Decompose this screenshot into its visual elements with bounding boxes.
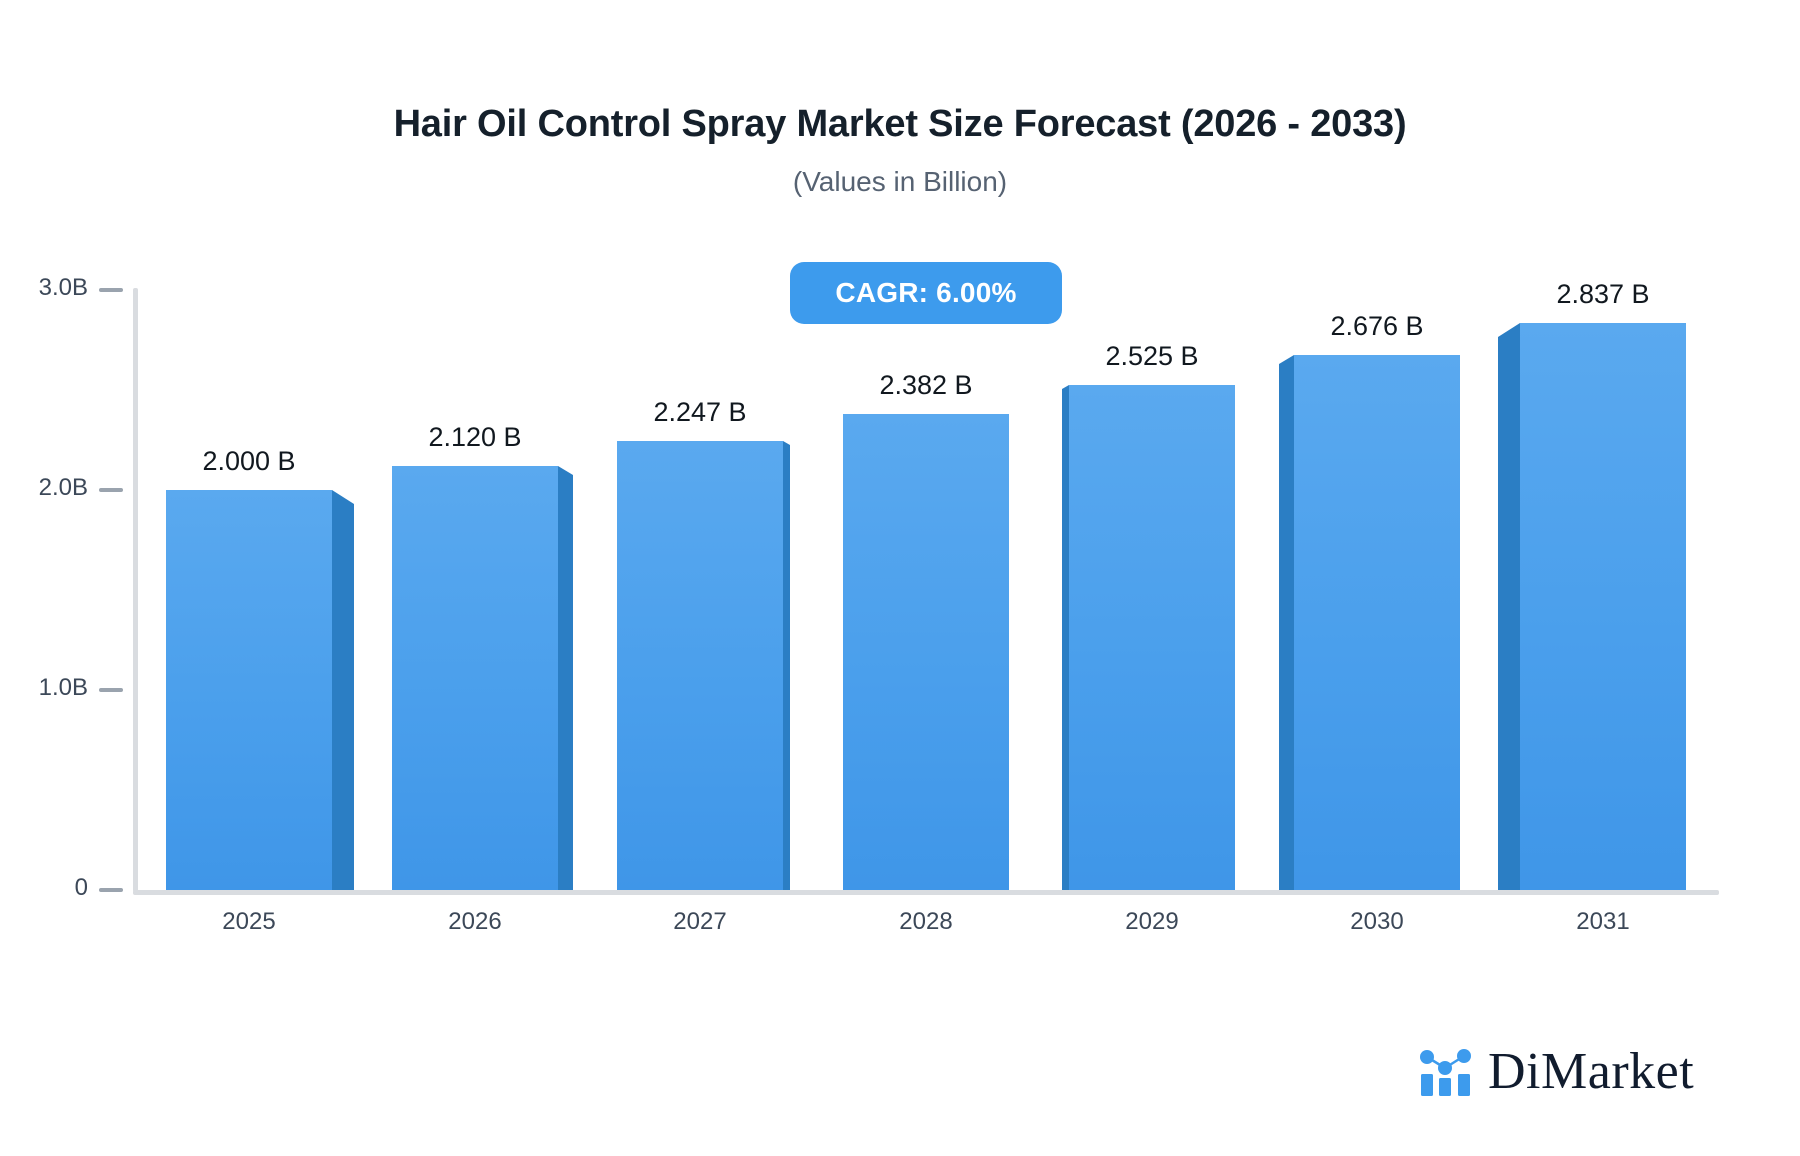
bar-front-face [166, 490, 332, 890]
page-title: Hair Oil Control Spray Market Size Forec… [393, 103, 1407, 145]
bar-side-face [1062, 385, 1069, 890]
bar-value-label: 2.120 B [428, 422, 522, 452]
bar-2025[interactable] [166, 490, 354, 890]
bar-side-face [558, 466, 573, 890]
bar-value-label: 2.525 B [1105, 341, 1199, 371]
bar-front-face [1520, 323, 1686, 890]
bar-front-face [617, 441, 783, 890]
title-block: Hair Oil Control Spray Market Size Forec… [0, 103, 1800, 198]
bar-side-face [1279, 355, 1294, 890]
dimarket-logo: DiMarket [1418, 1046, 1694, 1098]
x-axis-label-2028: 2028 [899, 908, 953, 935]
bar-front-face [843, 414, 1009, 890]
bar-2028[interactable] [843, 414, 1009, 890]
y-axis-label: 2.0B [38, 474, 88, 501]
cagr-badge: CAGR: 6.00% [790, 262, 1062, 324]
y-axis-label: 0 [74, 874, 88, 901]
x-axis-label-2026: 2026 [448, 908, 502, 935]
bar-side-face [783, 441, 790, 890]
bar-2026[interactable] [392, 466, 573, 890]
bar-front-face [1294, 355, 1460, 890]
logo-wordmark: DiMarket [1488, 1043, 1695, 1100]
y-axis-line [133, 288, 138, 892]
bar-value-label: 2.382 B [879, 370, 973, 400]
y-axis-tick [99, 688, 123, 692]
bar-2030[interactable] [1279, 355, 1460, 890]
bar-value-label: 2.837 B [1556, 279, 1650, 309]
chart-subtitle: (Values in Billion) [792, 165, 1008, 197]
bar-front-face [392, 466, 558, 890]
bar-value-label: 2.000 B [202, 446, 296, 476]
x-axis-label-2027: 2027 [673, 908, 727, 935]
y-axis-label: 3.0B [38, 274, 88, 301]
y-axis-tick [99, 288, 123, 292]
bar-2027[interactable] [617, 441, 790, 890]
bar-2031[interactable] [1498, 323, 1686, 890]
bar-side-face [1498, 323, 1520, 890]
bar-front-face [1069, 385, 1235, 890]
y-axis-label: 1.0B [38, 674, 88, 701]
x-axis-label-2029: 2029 [1125, 908, 1179, 935]
bar-side-face [332, 490, 354, 890]
bar-2029[interactable] [1062, 385, 1235, 890]
bar-chart-logo-icon [1418, 1046, 1474, 1098]
x-axis-line [133, 890, 1719, 895]
x-axis-label-2030: 2030 [1350, 908, 1404, 935]
y-axis-tick [99, 888, 123, 892]
x-axis-label-2031: 2031 [1576, 908, 1630, 935]
bar-value-label: 2.247 B [653, 397, 747, 427]
bar-value-label: 2.676 B [1330, 311, 1424, 341]
x-axis-label-2025: 2025 [222, 908, 276, 935]
y-axis-tick [99, 488, 123, 492]
